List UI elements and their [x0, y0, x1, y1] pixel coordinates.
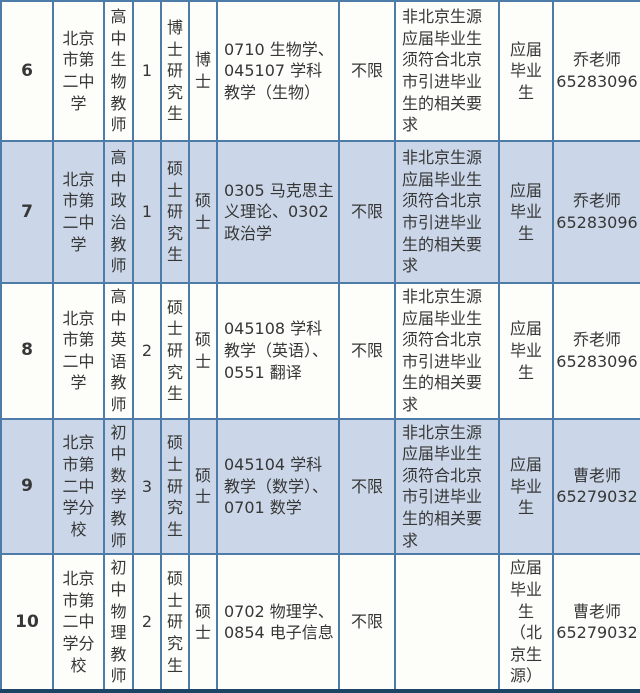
cell-graduate-type: 应届毕业生（北京生源）: [498, 553, 554, 693]
cell-contact: 曹老师 65279032: [552, 417, 640, 556]
cell-contact: 乔老师 65283096: [552, 0, 640, 142]
cell-education-level: 博士研究生: [160, 0, 190, 142]
cell-school-name: 北京市第二中学分校: [52, 417, 105, 556]
cell-major-codes: 045104 学科教学（数学）、0701 数学: [216, 417, 340, 556]
table-row: 9 北京市第二中学分校 初中数学教师 3 硕士研究生 硕士 045104 学科教…: [0, 417, 640, 556]
cell-position: 高中政治教师: [103, 140, 134, 284]
cell-headcount: 2: [132, 282, 162, 420]
cell-headcount: 1: [132, 0, 162, 142]
cell-requirement: 非北京生源应届毕业生须符合北京市引进毕业生的相关要求: [394, 140, 500, 284]
cell-school-name: 北京市第二中学: [52, 140, 105, 284]
cell-headcount: 2: [132, 553, 162, 693]
cell-education-level: 硕士研究生: [160, 282, 190, 420]
cell-graduate-type: 应届毕业生: [498, 417, 554, 556]
cell-degree: 硕士: [188, 417, 218, 556]
cell-household-limit: 不限: [338, 140, 396, 284]
cell-degree: 硕士: [188, 282, 218, 420]
cell-contact: 乔老师 65283096: [552, 140, 640, 284]
cell-education-level: 硕士研究生: [160, 140, 190, 284]
cell-school-name: 北京市第二中学: [52, 282, 105, 420]
cell-major-codes: 0305 马克思主义理论、0302 政治学: [216, 140, 340, 284]
table-row: 8 北京市第二中学 高中英语教师 2 硕士研究生 硕士 045108 学科教学（…: [0, 282, 640, 420]
cell-household-limit: 不限: [338, 553, 396, 693]
cell-school-name: 北京市第二中学: [52, 0, 105, 142]
cell-contact: 乔老师 65283096: [552, 282, 640, 420]
cell-position: 初中物理教师: [103, 553, 134, 693]
cell-position: 高中英语教师: [103, 282, 134, 420]
cell-major-codes: 0710 生物学、045107 学科教学（生物）: [216, 0, 340, 142]
cell-row-number: 10: [0, 553, 54, 693]
cell-graduate-type: 应届毕业生: [498, 282, 554, 420]
cell-education-level: 硕士研究生: [160, 417, 190, 556]
cell-headcount: 3: [132, 417, 162, 556]
cell-school-name: 北京市第二中学分校: [52, 553, 105, 693]
cell-row-number: 7: [0, 140, 54, 284]
cell-degree: 博士: [188, 0, 218, 142]
cell-requirement: 非北京生源应届毕业生须符合北京市引进毕业生的相关要求: [394, 282, 500, 420]
cell-degree: 硕士: [188, 140, 218, 284]
cell-requirement: [394, 553, 500, 693]
cell-degree: 硕士: [188, 553, 218, 693]
cell-household-limit: 不限: [338, 0, 396, 142]
cell-household-limit: 不限: [338, 282, 396, 420]
cell-row-number: 6: [0, 0, 54, 142]
table-row: 6 北京市第二中学 高中生物教师 1 博士研究生 博士 0710 生物学、045…: [0, 0, 640, 142]
table-row: 7 北京市第二中学 高中政治教师 1 硕士研究生 硕士 0305 马克思主义理论…: [0, 140, 640, 284]
cell-position: 初中数学教师: [103, 417, 134, 556]
cell-major-codes: 0702 物理学、0854 电子信息: [216, 553, 340, 693]
cell-graduate-type: 应届毕业生: [498, 0, 554, 142]
cell-major-codes: 045108 学科教学（英语）、0551 翻译: [216, 282, 340, 420]
cell-household-limit: 不限: [338, 417, 396, 556]
cell-row-number: 9: [0, 417, 54, 556]
cell-graduate-type: 应届毕业生: [498, 140, 554, 284]
cell-row-number: 8: [0, 282, 54, 420]
cell-contact: 曹老师 65279032: [552, 553, 640, 693]
cell-position: 高中生物教师: [103, 0, 134, 142]
cell-headcount: 1: [132, 140, 162, 284]
cell-requirement: 非北京生源应届毕业生须符合北京市引进毕业生的相关要求: [394, 0, 500, 142]
cell-education-level: 硕士研究生: [160, 553, 190, 693]
cell-requirement: 非北京生源应届毕业生须符合北京市引进毕业生的相关要求: [394, 417, 500, 556]
table-row: 10 北京市第二中学分校 初中物理教师 2 硕士研究生 硕士 0702 物理学、…: [0, 553, 640, 693]
